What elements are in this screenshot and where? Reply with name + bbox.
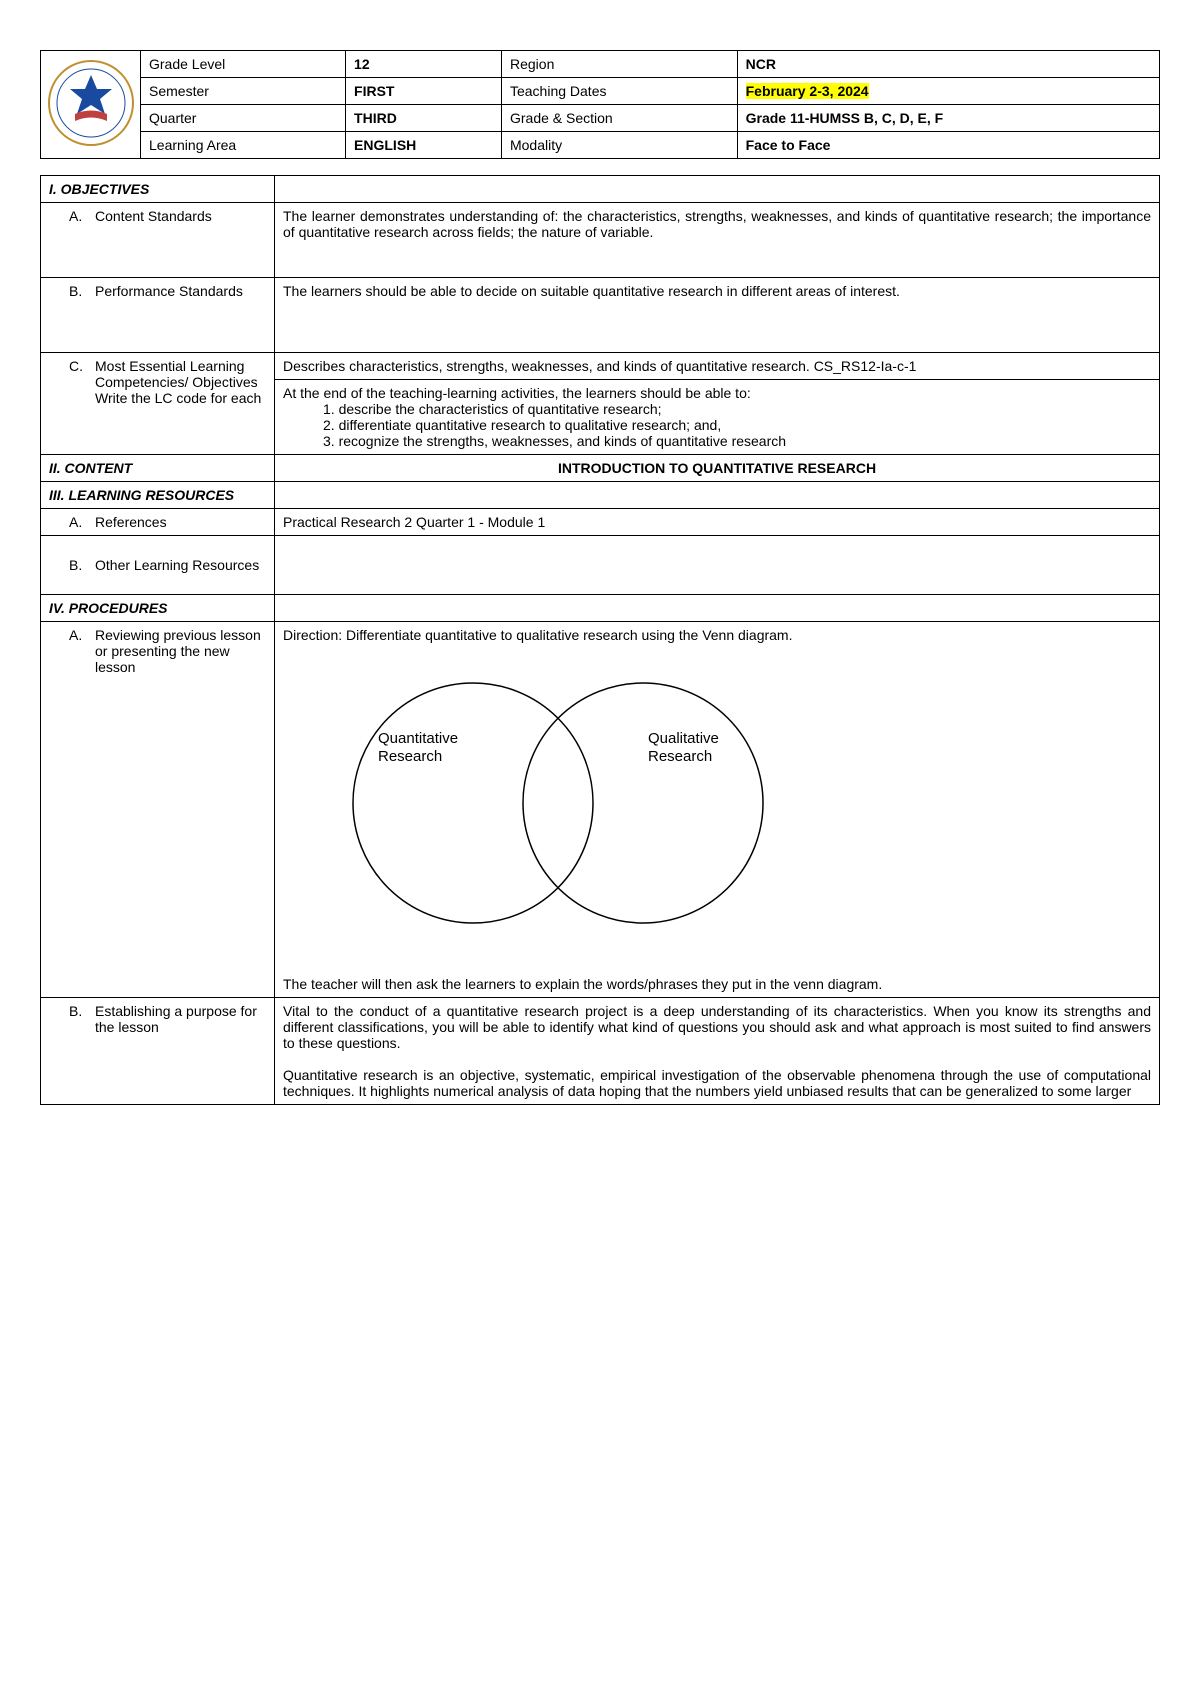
header-value: THIRD: [346, 105, 502, 132]
content-standards-body: The learner demonstrates understanding o…: [283, 208, 1151, 240]
content-standards-text: The learner demonstrates understanding o…: [275, 203, 1160, 278]
label-letter: C.: [69, 358, 95, 406]
melc-item: 2. differentiate quantitative research t…: [283, 417, 1151, 433]
label-letter: A.: [69, 208, 95, 224]
logo-cell: [41, 51, 141, 159]
label-letter: B.: [69, 1003, 95, 1035]
label-letter: A.: [69, 627, 95, 675]
lesson-plan-table: I. OBJECTIVES A. Content Standards The l…: [40, 175, 1160, 1105]
svg-text:Research: Research: [648, 748, 712, 765]
melc-item: 1. describe the characteristics of quant…: [283, 401, 1151, 417]
other-resources-text: [275, 536, 1160, 595]
header-label: Region: [501, 51, 737, 78]
objectives-header: I. OBJECTIVES: [41, 176, 275, 203]
procedure-a-label: A. Reviewing previous lesson or presenti…: [41, 622, 275, 998]
melc-objectives-text: At the end of the teaching-learning acti…: [275, 380, 1160, 455]
procedures-header: IV. PROCEDURES: [41, 595, 275, 622]
resources-header: III. LEARNING RESOURCES: [41, 482, 275, 509]
venn-diagram: QuantitativeResearchQualitativeResearch: [283, 663, 843, 953]
header-value: February 2-3, 2024: [737, 78, 1159, 105]
label-letter: B.: [69, 557, 95, 573]
svg-text:Research: Research: [378, 748, 442, 765]
empty-cell: [275, 482, 1160, 509]
performance-standards-body: The learners should be able to decide on…: [283, 283, 1151, 299]
header-label: Semester: [141, 78, 346, 105]
label-title: Content Standards: [95, 208, 212, 224]
procedure-b-label: B. Establishing a purpose for the lesson: [41, 998, 275, 1105]
other-resources-label: B. Other Learning Resources: [41, 536, 275, 595]
header-value: Grade 11-HUMSS B, C, D, E, F: [737, 105, 1159, 132]
header-label: Grade Level: [141, 51, 346, 78]
label-title: Establishing a purpose for the lesson: [95, 1003, 266, 1035]
label-title: Performance Standards: [95, 283, 243, 299]
header-label: Learning Area: [141, 132, 346, 159]
label-letter: B.: [69, 283, 95, 299]
label-title: References: [95, 514, 167, 530]
header-value: NCR: [737, 51, 1159, 78]
svg-text:Quantitative: Quantitative: [378, 730, 458, 747]
melc-intro: At the end of the teaching-learning acti…: [283, 385, 1151, 401]
references-text: Practical Research 2 Quarter 1 - Module …: [275, 509, 1160, 536]
label-title: Reviewing previous lesson or presenting …: [95, 627, 266, 675]
header-label: Teaching Dates: [501, 78, 737, 105]
content-text: INTRODUCTION TO QUANTITATIVE RESEARCH: [275, 455, 1160, 482]
header-label: Modality: [501, 132, 737, 159]
content-header: II. CONTENT: [41, 455, 275, 482]
header-value: ENGLISH: [346, 132, 502, 159]
references-label: A. References: [41, 509, 275, 536]
empty-cell: [275, 595, 1160, 622]
teaching-dates-value: February 2-3, 2024: [746, 83, 869, 99]
performance-standards-text: The learners should be able to decide on…: [275, 278, 1160, 353]
melc-item: 3. recognize the strengths, weaknesses, …: [283, 433, 1151, 449]
header-value: 12: [346, 51, 502, 78]
header-value: FIRST: [346, 78, 502, 105]
content-standards-label: A. Content Standards: [41, 203, 275, 278]
deped-logo-icon: [47, 59, 135, 147]
label-title: Other Learning Resources: [95, 557, 259, 573]
performance-standards-label: B. Performance Standards: [41, 278, 275, 353]
header-value: Face to Face: [737, 132, 1159, 159]
header-table: Grade Level 12 Region NCR Semester FIRST…: [40, 50, 1160, 159]
melc-code-text: Describes characteristics, strengths, we…: [275, 353, 1160, 380]
venn-direction: Direction: Differentiate quantitative to…: [283, 627, 1151, 643]
procedure-b-content: Vital to the conduct of a quantitative r…: [275, 998, 1160, 1105]
venn-diagram-wrap: QuantitativeResearchQualitativeResearch: [283, 643, 1151, 976]
procedure-a-content: Direction: Differentiate quantitative to…: [275, 622, 1160, 998]
venn-footer: The teacher will then ask the learners t…: [283, 976, 1151, 992]
label-title: Most Essential Learning Competencies/ Ob…: [95, 358, 266, 406]
empty-cell: [275, 176, 1160, 203]
procedure-b-p1: Vital to the conduct of a quantitative r…: [283, 1003, 1151, 1051]
header-label: Grade & Section: [501, 105, 737, 132]
melc-label: C. Most Essential Learning Competencies/…: [41, 353, 275, 455]
header-label: Quarter: [141, 105, 346, 132]
svg-text:Qualitative: Qualitative: [648, 730, 719, 747]
procedure-b-p2: Quantitative research is an objective, s…: [283, 1067, 1151, 1099]
label-letter: A.: [69, 514, 95, 530]
